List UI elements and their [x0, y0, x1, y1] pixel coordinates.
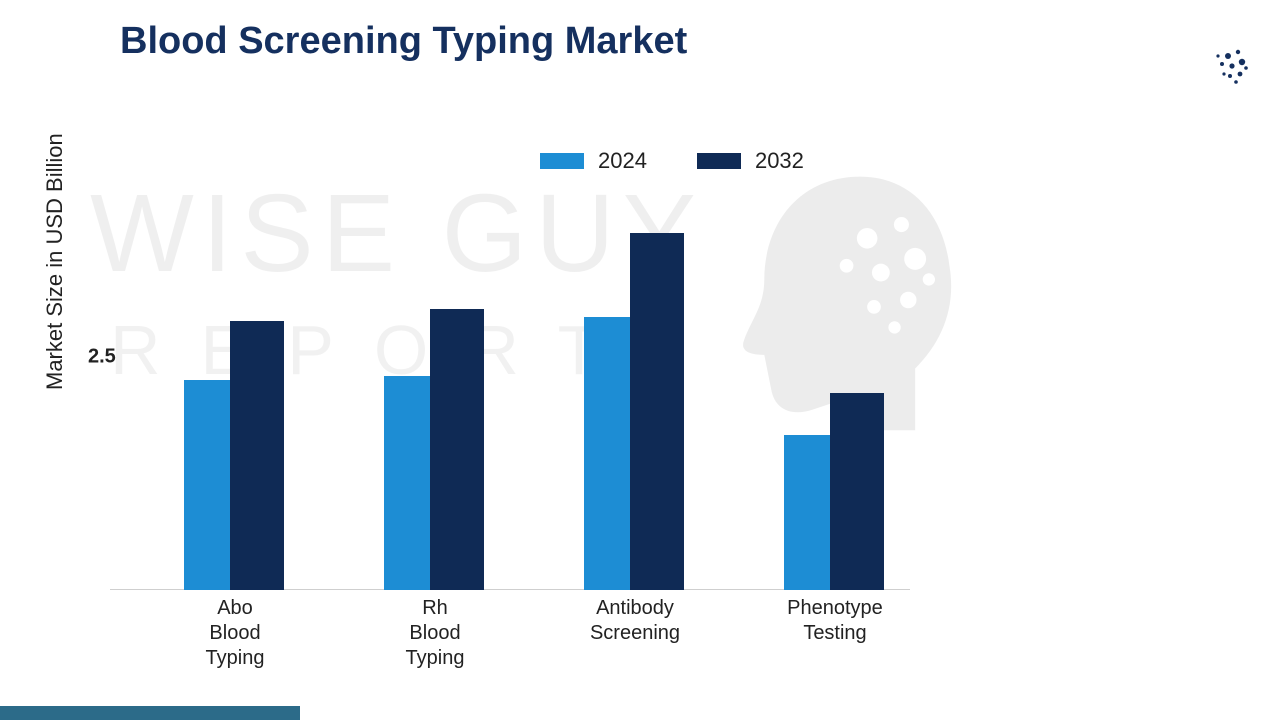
x-axis-label: RhBloodTyping: [360, 590, 510, 671]
chart-title: Blood Screening Typing Market: [120, 20, 687, 63]
y-tick-label: 2.5: [88, 346, 116, 369]
brand-word-1: WISE: [1078, 20, 1172, 56]
brand-logo: WISEGUY REPORTS: [990, 20, 1250, 73]
bar: [830, 393, 884, 590]
head-icon: [1188, 34, 1258, 114]
chart-card: WISEGUY REPORTS Blood Screening Typing M…: [0, 0, 1280, 720]
x-axis-label: AboBloodTyping: [160, 590, 310, 671]
bar: [430, 309, 484, 590]
bar: [630, 233, 684, 590]
bar: [230, 321, 284, 590]
y-axis-label: Market Size in USD Billion: [42, 133, 68, 390]
legend-swatch: [540, 153, 584, 169]
legend-swatch: [697, 153, 741, 169]
x-axis-label: AntibodyScreening: [560, 590, 710, 646]
x-axis-label: PhenotypeTesting: [760, 590, 910, 646]
footer-accent-bar: [0, 706, 300, 720]
plot-area: 2.5AboBloodTypingRhBloodTypingAntibodySc…: [110, 170, 910, 590]
